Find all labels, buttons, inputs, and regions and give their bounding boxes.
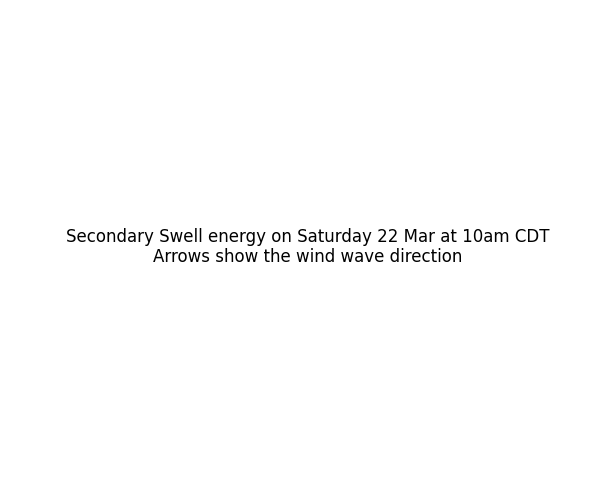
Text: Secondary Swell energy on Saturday 22 Mar at 10am CDT
Arrows show the wind wave : Secondary Swell energy on Saturday 22 Ma… <box>66 227 550 266</box>
